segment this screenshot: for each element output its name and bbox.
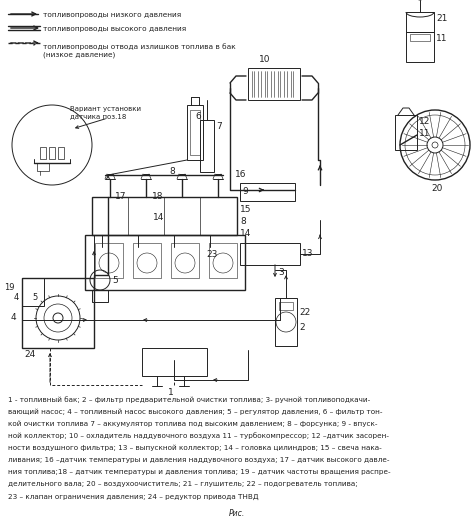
Bar xyxy=(92,197,237,235)
Text: делительного вала; 20 – воздухоочиститель; 21 – глушитель; 22 – подогреватель то: делительного вала; 20 – воздухоочистител… xyxy=(8,481,357,488)
Bar xyxy=(49,147,55,159)
Text: 10: 10 xyxy=(259,56,271,65)
Text: 4: 4 xyxy=(10,313,16,322)
Text: 14: 14 xyxy=(153,213,164,221)
Text: 17: 17 xyxy=(115,192,127,201)
Text: 4: 4 xyxy=(14,293,19,302)
Bar xyxy=(92,290,108,302)
Text: 16: 16 xyxy=(235,170,246,179)
Text: 1: 1 xyxy=(168,388,174,397)
Bar xyxy=(58,147,64,159)
Text: Вариант установки: Вариант установки xyxy=(70,106,141,112)
Text: топливопроводы низкого давления: топливопроводы низкого давления xyxy=(43,12,181,18)
Bar xyxy=(406,32,434,62)
Text: Рис.: Рис. xyxy=(229,509,245,518)
Text: 24: 24 xyxy=(24,350,35,359)
Text: 23 – клапан ограничения давления; 24 – редуктор привода ТНВД: 23 – клапан ограничения давления; 24 – р… xyxy=(8,493,259,500)
Text: вающий насос; 4 – топливный насос высокого давления; 5 – регулятор давления, 6 –: вающий насос; 4 – топливный насос высоко… xyxy=(8,408,383,415)
Bar xyxy=(190,110,200,155)
Bar xyxy=(133,243,161,278)
Text: 22: 22 xyxy=(299,308,310,317)
Text: (низкое давление): (низкое давление) xyxy=(43,52,115,58)
Bar xyxy=(37,163,49,171)
Text: 9: 9 xyxy=(242,187,248,196)
Text: 15: 15 xyxy=(240,205,252,214)
Text: 12: 12 xyxy=(419,117,430,126)
Bar xyxy=(240,183,295,201)
Text: 3: 3 xyxy=(278,268,284,277)
Text: 19: 19 xyxy=(4,283,15,292)
Text: ливания; 16 –датчик температуры и давления наддувочного воздуха; 17 – датчик выс: ливания; 16 –датчик температуры и давлен… xyxy=(8,457,390,463)
Bar xyxy=(171,243,199,278)
Text: 8: 8 xyxy=(240,217,246,226)
Text: 11: 11 xyxy=(436,34,447,43)
Bar xyxy=(40,147,46,159)
Bar xyxy=(200,120,214,172)
Text: 11: 11 xyxy=(419,129,430,138)
Bar xyxy=(22,278,94,348)
Text: ния топлива;18 – датчик температуры и давления топлива; 19 – датчик частоты вращ: ния топлива;18 – датчик температуры и да… xyxy=(8,469,391,475)
Bar xyxy=(142,348,207,376)
Bar xyxy=(279,302,293,310)
Text: 6: 6 xyxy=(195,112,201,121)
Bar xyxy=(22,278,44,306)
Bar xyxy=(240,243,300,265)
Text: 14: 14 xyxy=(240,229,251,238)
Text: топливопроводы высокого давления: топливопроводы высокого давления xyxy=(43,26,186,32)
Text: 5: 5 xyxy=(32,293,37,302)
Text: 5: 5 xyxy=(112,276,118,285)
Text: 8: 8 xyxy=(169,167,175,176)
Text: 1 - топливный бак; 2 – фильтр предварительной очистки топлива; 3- ручной топливо: 1 - топливный бак; 2 – фильтр предварите… xyxy=(8,396,370,403)
Text: кой очистки топлива 7 – аккумулятор топлива под высоким давлением; 8 – форсунка;: кой очистки топлива 7 – аккумулятор топл… xyxy=(8,420,377,427)
Bar xyxy=(406,12,434,32)
Bar xyxy=(85,235,245,290)
Bar xyxy=(248,68,300,100)
Text: 21: 21 xyxy=(436,14,447,23)
Bar xyxy=(395,115,417,150)
Text: ности воздушного фильтра; 13 – выпускной коллектор; 14 – головка цилиндров; 15 –: ности воздушного фильтра; 13 – выпускной… xyxy=(8,445,382,451)
Text: 23: 23 xyxy=(206,250,218,259)
Bar xyxy=(275,298,297,346)
Text: 18: 18 xyxy=(152,192,164,201)
Bar xyxy=(410,34,430,41)
Bar xyxy=(187,105,203,160)
Text: топливопроводы отвода излишков топлива в бак: топливопроводы отвода излишков топлива в… xyxy=(43,43,236,50)
Text: 13: 13 xyxy=(302,249,313,258)
Text: 2: 2 xyxy=(299,323,305,332)
Text: 20: 20 xyxy=(431,184,442,193)
Bar xyxy=(95,243,123,278)
Bar xyxy=(209,243,237,278)
Text: датчика поз.18: датчика поз.18 xyxy=(70,113,127,119)
Text: ной коллектор; 10 – охладитель наддувочного воздуха 11 – турбокомпрессор; 12 –да: ной коллектор; 10 – охладитель наддувочн… xyxy=(8,432,389,439)
Text: 7: 7 xyxy=(216,122,222,131)
